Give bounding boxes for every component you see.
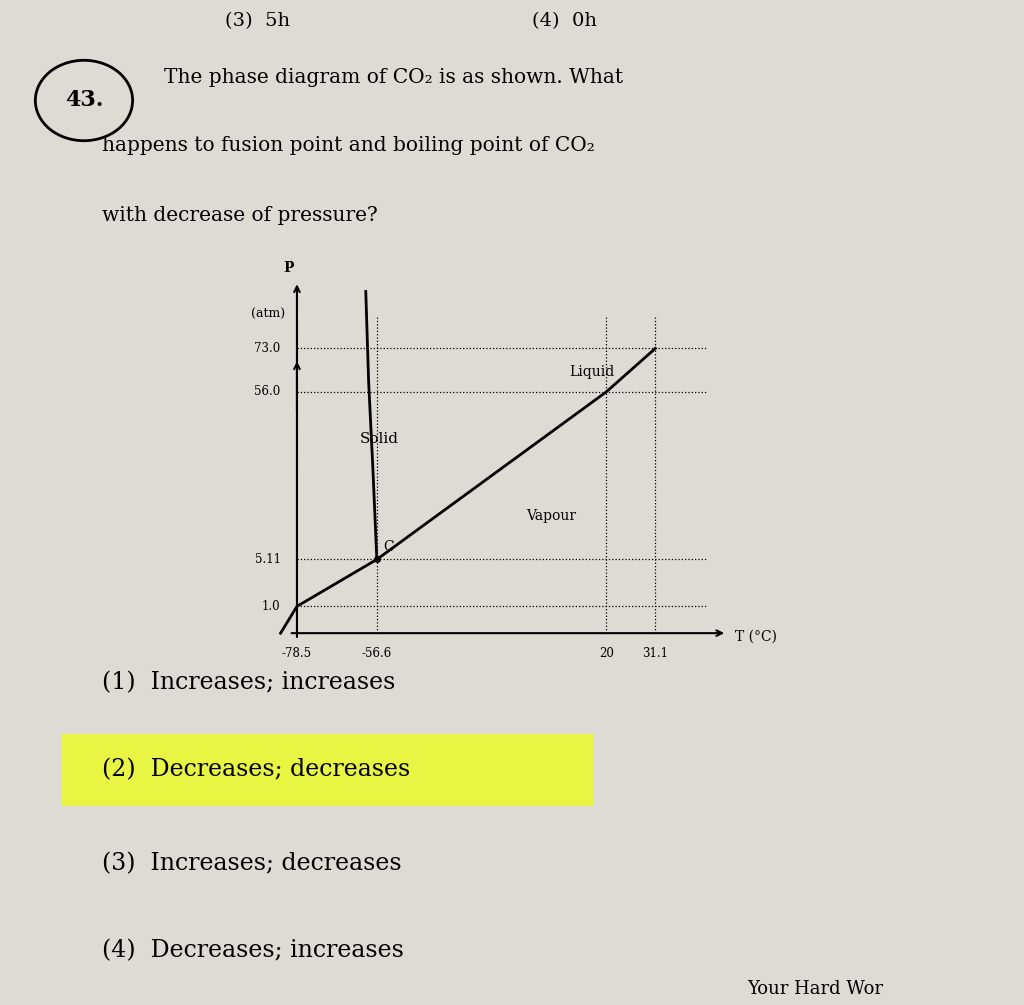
Text: -78.5: -78.5 — [282, 646, 312, 659]
Text: -56.6: -56.6 — [361, 646, 392, 659]
Text: 5.11: 5.11 — [255, 553, 281, 566]
Text: Liquid: Liquid — [569, 365, 614, 379]
Text: Your Hard Wor: Your Hard Wor — [748, 980, 884, 998]
Text: (3)  5h: (3) 5h — [225, 12, 291, 30]
Text: 73.0: 73.0 — [254, 342, 281, 355]
Text: Solid: Solid — [359, 432, 398, 446]
Text: with decrease of pressure?: with decrease of pressure? — [102, 206, 378, 225]
FancyBboxPatch shape — [61, 734, 594, 806]
Text: (3)  Increases; decreases: (3) Increases; decreases — [102, 852, 402, 875]
Text: P: P — [284, 260, 294, 274]
Text: (atm): (atm) — [251, 309, 286, 322]
Text: (4)  0h: (4) 0h — [532, 12, 597, 30]
Text: (1)  Increases; increases: (1) Increases; increases — [102, 671, 395, 694]
Text: 56.0: 56.0 — [254, 386, 281, 398]
Text: The phase diagram of CO₂ is as shown. What: The phase diagram of CO₂ is as shown. Wh… — [164, 67, 623, 86]
Text: (2)  Decreases; decreases: (2) Decreases; decreases — [102, 759, 411, 781]
Text: C: C — [383, 541, 393, 555]
Text: T (°C): T (°C) — [735, 629, 777, 643]
Text: Vapour: Vapour — [526, 509, 575, 523]
Text: 20: 20 — [599, 646, 613, 659]
Text: 1.0: 1.0 — [262, 600, 281, 613]
Text: 43.: 43. — [65, 89, 103, 112]
Text: (4)  Decreases; increases: (4) Decreases; increases — [102, 940, 404, 962]
Text: happens to fusion point and boiling point of CO₂: happens to fusion point and boiling poin… — [102, 136, 595, 155]
Text: 31.1: 31.1 — [642, 646, 669, 659]
